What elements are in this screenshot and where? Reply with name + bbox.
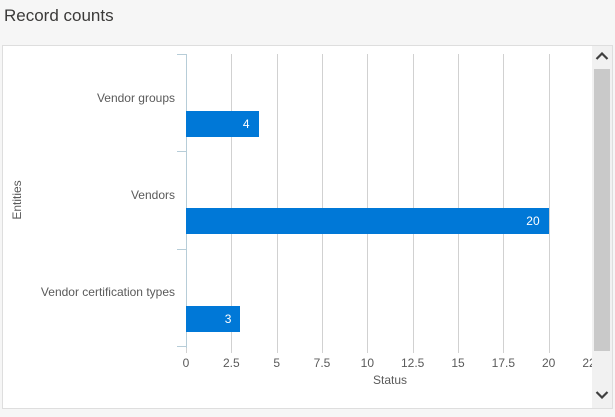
y-axis-tick [177, 151, 186, 153]
gridline [276, 54, 278, 353]
x-axis-label: Status [372, 373, 408, 387]
category-label-vendor-groups: Vendor groups [96, 90, 175, 105]
x-tick-label: 12.5 [400, 356, 425, 370]
bar-value-label: 4 [242, 117, 250, 132]
bar-vendor-certification-types[interactable]: 3 [186, 305, 241, 332]
chevron-up-icon [595, 48, 609, 66]
chevron-down-icon [595, 386, 609, 404]
y-axis-tick [177, 248, 186, 250]
gridline [412, 54, 414, 353]
x-tick-label: 5 [273, 356, 280, 370]
chart-card: Entities Status 02.557.51012.51517.52022… [2, 45, 613, 409]
page-title: Record counts [4, 6, 114, 25]
gridline [503, 54, 505, 353]
gridline [231, 54, 233, 353]
x-tick-label: 17.5 [491, 356, 515, 370]
x-tick-label: 10 [360, 356, 374, 370]
x-tick-label: 0 [182, 356, 190, 370]
x-tick-label: 15 [451, 356, 465, 370]
x-tick-label: 2.5 [222, 356, 240, 370]
scrollbar-thumb[interactable] [594, 69, 610, 351]
vertical-scrollbar[interactable] [592, 46, 612, 408]
gridline [548, 54, 550, 353]
y-axis-tick [177, 54, 186, 55]
gridline [322, 54, 323, 353]
scroll-down-button[interactable] [592, 387, 612, 403]
gridline [458, 54, 459, 353]
bar-value-label: 20 [526, 214, 540, 229]
bar-vendors[interactable]: 20 [186, 208, 549, 235]
bar-value-label: 3 [224, 311, 232, 326]
y-axis-line [186, 54, 187, 348]
gridline [367, 54, 369, 353]
y-axis-tick [177, 346, 186, 347]
bar-vendor-groups[interactable]: 4 [186, 111, 259, 138]
scroll-up-button[interactable] [592, 49, 612, 65]
category-label-vendor-certification-types: Vendor certification types [40, 285, 175, 300]
x-tick-label: 7.5 [313, 356, 331, 370]
category-label-vendors: Vendors [130, 188, 175, 203]
x-tick-label: 20 [541, 356, 556, 370]
